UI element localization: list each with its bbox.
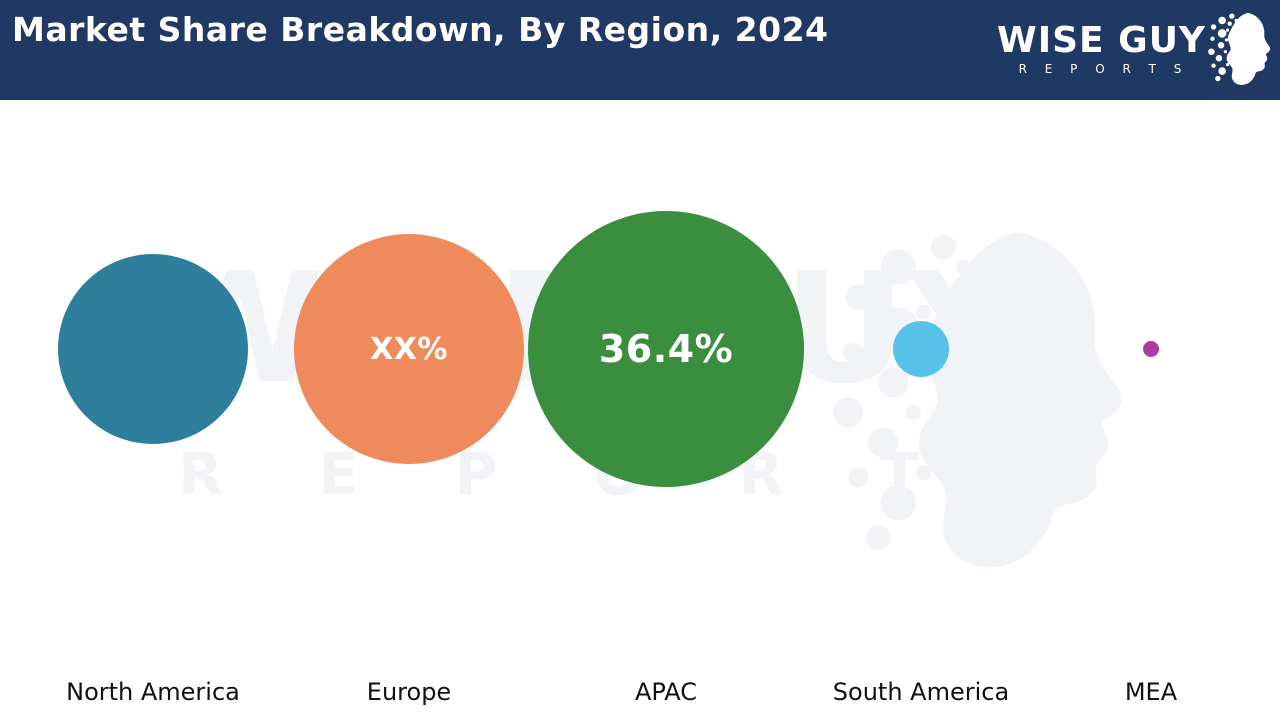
category-label-europe: Europe	[366, 678, 452, 706]
category-label-north-america: North America	[66, 678, 240, 706]
wise-guy-face-icon	[1208, 12, 1271, 85]
category-label-apac: APAC	[634, 678, 698, 706]
header-bar: Market Share Breakdown, By Region, 2024 …	[0, 0, 1280, 100]
page-title: Market Share Breakdown, By Region, 2024	[12, 10, 829, 49]
bubble-value-apac: 36.4%	[598, 327, 734, 371]
watermark-face-icon	[833, 232, 1122, 568]
wise-guy-logo: WISE GUY R E P O R T S	[997, 4, 1276, 94]
bubble-value-europe: XX%	[370, 331, 448, 367]
category-label-south-america: South America	[832, 678, 1010, 706]
logo-name: WISE GUY	[996, 20, 1206, 62]
bubble-apac: 36.4%	[528, 211, 804, 487]
logo-subtitle: R E P O R T S	[1018, 61, 1189, 76]
bubble-europe: XX%	[294, 234, 524, 464]
bubble-south-america	[893, 321, 949, 377]
category-label-mea: MEA	[1124, 678, 1178, 706]
bubble-mea	[1143, 341, 1159, 357]
bubble-chart: WISE GUY R E P O R T S North AmericaXX%E…	[0, 100, 1280, 720]
logo-text: WISE GUY R E P O R T S	[997, 22, 1206, 76]
bubble-north-america	[58, 254, 248, 444]
